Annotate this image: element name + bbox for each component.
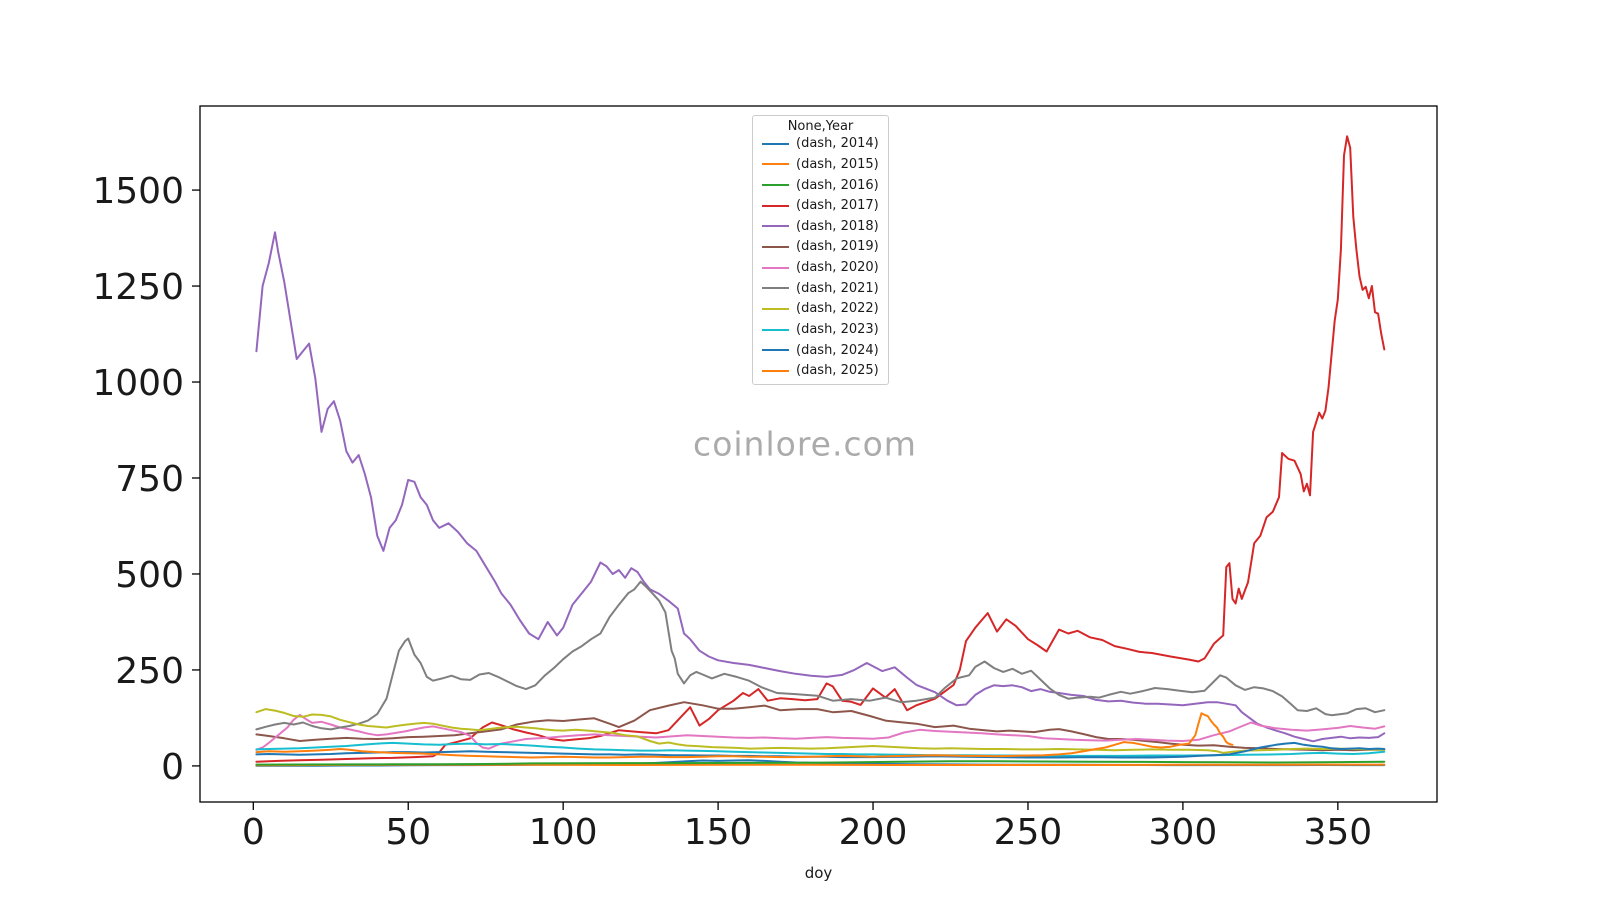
legend-label: (dash, 2016) — [796, 177, 879, 193]
legend-swatch — [762, 163, 789, 166]
legend-swatch — [762, 225, 789, 228]
x-axis-label: doy — [805, 864, 833, 882]
y-tick-label: 1500 — [92, 171, 184, 212]
legend-entry-dash-2021: (dash, 2021) — [753, 279, 888, 298]
legend-swatch — [762, 184, 789, 187]
line-dash-2025 — [255, 712, 1234, 759]
legend-label: (dash, 2022) — [796, 301, 879, 317]
legend-label: (dash, 2024) — [796, 342, 879, 358]
series-lines — [255, 135, 1386, 767]
line-dash-2019 — [255, 701, 1386, 752]
x-tick-label: 350 — [1303, 812, 1372, 853]
x-tick-label: 100 — [529, 812, 598, 853]
axes-spines — [199, 105, 1438, 803]
legend: None,Year (dash, 2014) (dash, 2015) (dash,… — [752, 115, 889, 385]
x-tick-label: 50 — [385, 812, 431, 853]
y-tick-label: 750 — [115, 459, 184, 500]
legend-entry-dash-2023: (dash, 2023) — [753, 320, 888, 339]
legend-label: (dash, 2015) — [796, 156, 879, 172]
legend-entry-dash-2020: (dash, 2020) — [753, 258, 888, 277]
legend-entry-dash-2014: (dash, 2014) — [753, 134, 888, 153]
legend-label: (dash, 2019) — [796, 239, 879, 255]
legend-label: (dash, 2020) — [796, 260, 879, 276]
line-dash-2022 — [255, 708, 1386, 754]
legend-swatch — [762, 349, 789, 352]
line-dash-2023 — [255, 741, 1386, 757]
y-tick-label: 1000 — [92, 363, 184, 404]
line-dash-2021 — [255, 580, 1386, 731]
legend-entry-dash-2016: (dash, 2016) — [753, 176, 888, 195]
y-tick-label: 0 — [161, 747, 184, 788]
legend-swatch — [762, 328, 789, 331]
legend-entry-dash-2022: (dash, 2022) — [753, 299, 888, 318]
y-tick-label: 1250 — [92, 267, 184, 308]
legend-label: (dash, 2017) — [796, 198, 879, 214]
x-tick-label: 0 — [242, 812, 265, 853]
legend-title: None,Year — [787, 118, 854, 134]
x-tick-label: 150 — [684, 812, 753, 853]
line-dash-2016 — [255, 760, 1386, 766]
legend-label: (dash, 2014) — [796, 136, 879, 152]
legend-swatch — [762, 369, 789, 372]
legend-entry-dash-2018: (dash, 2018) — [753, 217, 888, 236]
legend-entry-dash-2017: (dash, 2017) — [753, 196, 888, 215]
legend-swatch — [762, 266, 789, 269]
legend-label: (dash, 2023) — [796, 322, 879, 338]
watermark: coinlore.com — [693, 424, 917, 464]
legend-swatch — [762, 245, 789, 248]
legend-swatch — [762, 204, 789, 207]
legend-swatch — [762, 142, 789, 145]
y-tick-label: 250 — [115, 651, 184, 692]
legend-entry-dash-2024: (dash, 2024) — [753, 341, 888, 360]
legend-swatch — [762, 307, 789, 310]
x-tick-label: 300 — [1149, 812, 1218, 853]
line-dash-2020 — [255, 713, 1386, 751]
line-dash-2018 — [255, 231, 1386, 743]
line-dash-2017 — [255, 135, 1386, 763]
legend-label: (dash, 2018) — [796, 218, 879, 234]
y-tick-label: 500 — [115, 555, 184, 596]
legend-label: (dash, 2025) — [796, 363, 879, 379]
legend-entry-dash-2015: (dash, 2015) — [753, 155, 888, 174]
legend-entry-dash-2019: (dash, 2019) — [753, 237, 888, 256]
legend-swatch — [762, 287, 789, 290]
legend-label: (dash, 2021) — [796, 280, 879, 296]
x-tick-label: 200 — [839, 812, 908, 853]
legend-entry-dash-2025: (dash, 2025) — [753, 361, 888, 380]
x-tick-label: 250 — [994, 812, 1063, 853]
